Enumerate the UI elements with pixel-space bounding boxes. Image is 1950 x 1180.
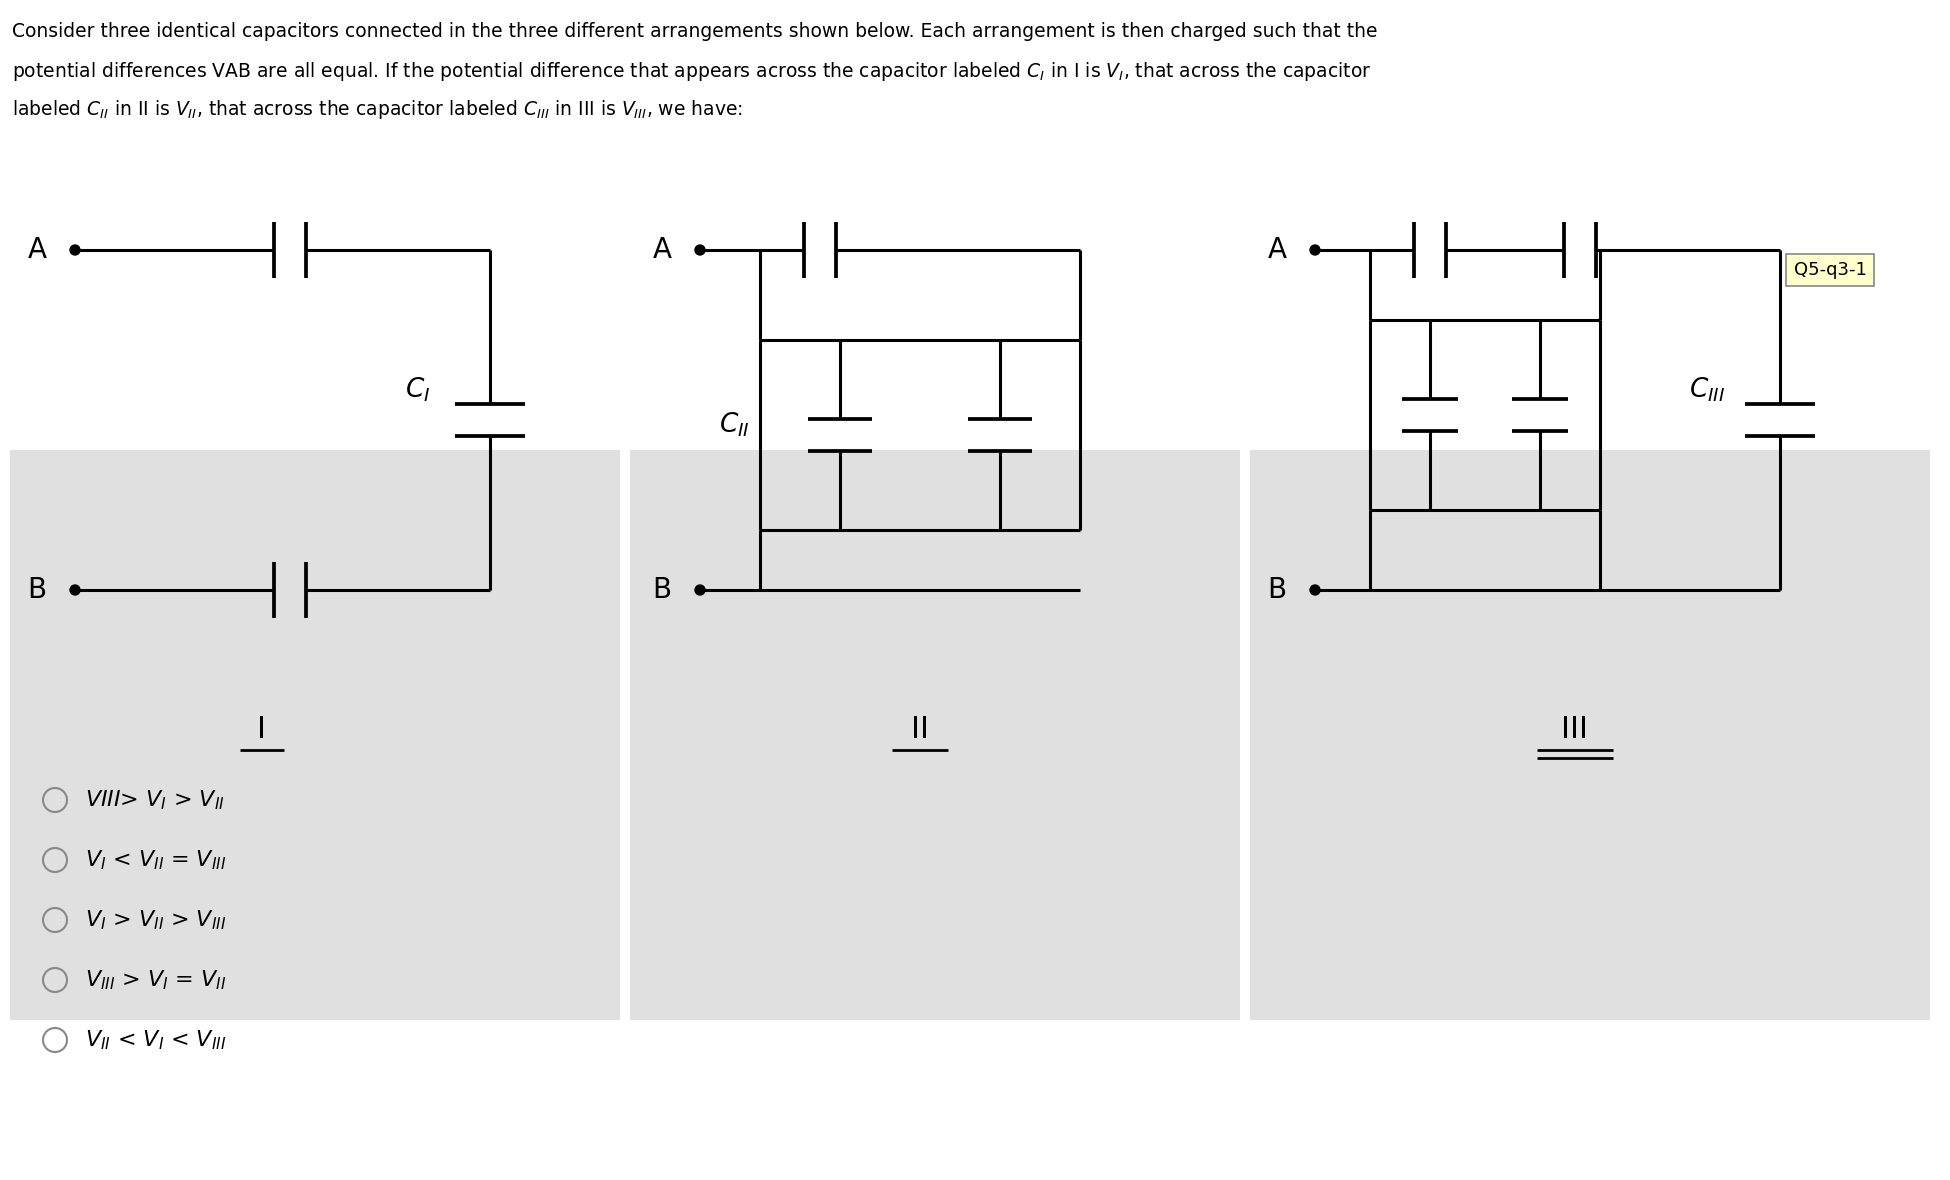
Text: $V_I$ > $V_{II}$ > $V_{III}$: $V_I$ > $V_{II}$ > $V_{III}$ <box>86 909 226 932</box>
FancyBboxPatch shape <box>1250 450 1930 1020</box>
Text: $C_{III}$: $C_{III}$ <box>1689 375 1726 405</box>
Circle shape <box>1310 245 1320 255</box>
Text: A: A <box>653 236 671 264</box>
Circle shape <box>70 245 80 255</box>
Text: B: B <box>653 576 671 604</box>
Text: Consider three identical capacitors connected in the three different arrangement: Consider three identical capacitors conn… <box>12 22 1377 41</box>
Text: Q5-q3-1: Q5-q3-1 <box>1794 261 1866 278</box>
Text: potential differences VAB are all equal. If the potential difference that appear: potential differences VAB are all equal.… <box>12 60 1371 83</box>
Circle shape <box>70 585 80 595</box>
Circle shape <box>694 245 706 255</box>
Text: B: B <box>27 576 47 604</box>
Text: A: A <box>27 236 47 264</box>
Text: $V_{II}$ < $V_I$ < $V_{III}$: $V_{II}$ < $V_I$ < $V_{III}$ <box>86 1028 226 1051</box>
Text: $V_I$ < $V_{II}$ = $V_{III}$: $V_I$ < $V_{II}$ = $V_{III}$ <box>86 848 226 872</box>
Text: I: I <box>257 715 267 745</box>
FancyBboxPatch shape <box>10 450 620 1020</box>
Text: $C_I$: $C_I$ <box>406 375 431 405</box>
Circle shape <box>1310 585 1320 595</box>
Text: VIII> $V_I$ > $V_{II}$: VIII> $V_I$ > $V_{II}$ <box>86 788 224 812</box>
Text: III: III <box>1562 715 1589 745</box>
Circle shape <box>694 585 706 595</box>
Text: $V_{III}$ > $V_I$ = $V_{II}$: $V_{III}$ > $V_I$ = $V_{II}$ <box>86 969 226 992</box>
Text: B: B <box>1268 576 1287 604</box>
Text: labeled $C_{II}$ in II is $V_{II}$, that across the capacitor labeled $C_{III}$ : labeled $C_{II}$ in II is $V_{II}$, that… <box>12 98 743 122</box>
Text: II: II <box>911 715 928 745</box>
Text: A: A <box>1268 236 1287 264</box>
FancyBboxPatch shape <box>630 450 1240 1020</box>
Text: $C_{II}$: $C_{II}$ <box>720 411 751 439</box>
